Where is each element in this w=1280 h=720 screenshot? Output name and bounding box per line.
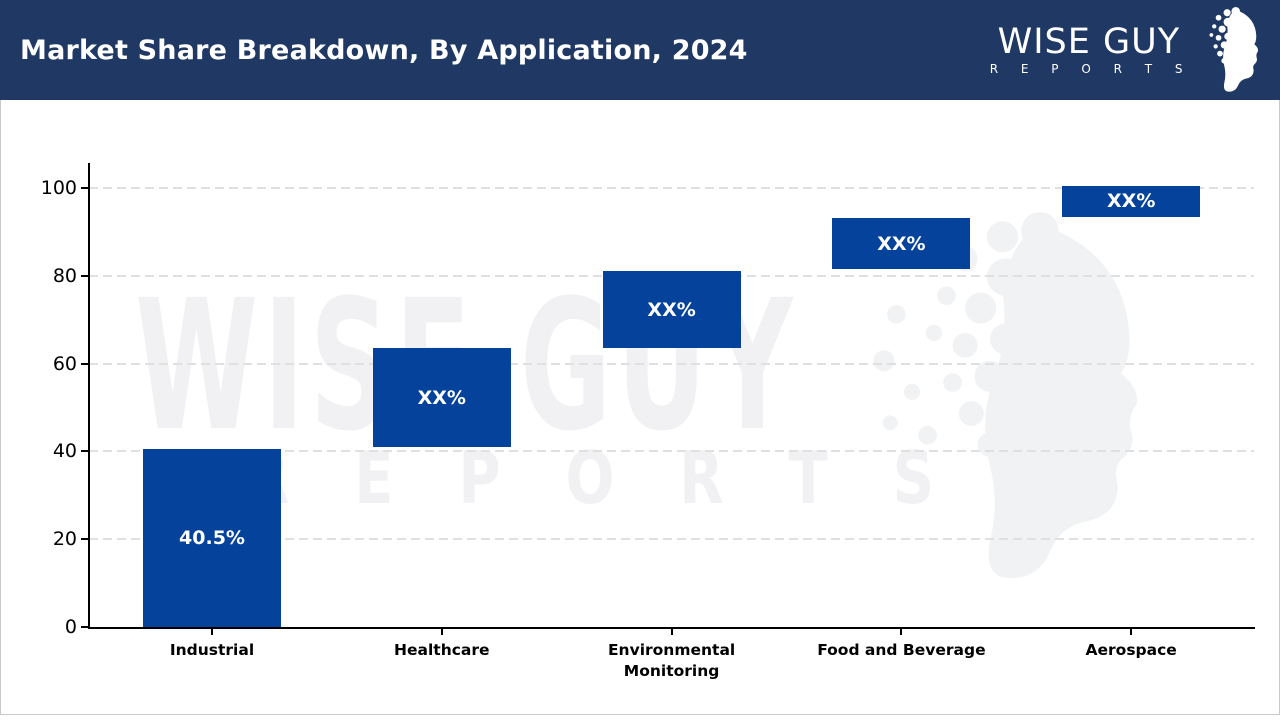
y-tick-label: 40 bbox=[52, 440, 77, 463]
x-axis-line bbox=[88, 627, 1255, 629]
bar-value-label: 40.5% bbox=[179, 527, 245, 550]
y-axis-tick bbox=[81, 362, 88, 365]
y-axis-tick bbox=[81, 187, 88, 189]
bar-value-label: XX% bbox=[1107, 190, 1156, 213]
x-axis-tick bbox=[670, 629, 673, 635]
y-tick-label: 100 bbox=[40, 177, 77, 199]
gridline bbox=[89, 538, 1254, 541]
bar-value-label: XX% bbox=[417, 386, 466, 409]
x-axis-tick bbox=[211, 629, 213, 635]
y-tick-label: 20 bbox=[52, 528, 77, 551]
gridline bbox=[89, 450, 1254, 453]
x-category-label: Industrial bbox=[169, 641, 255, 659]
watermark-subtitle: R E P O R T S bbox=[245, 436, 957, 520]
x-axis-tick bbox=[440, 629, 443, 635]
y-axis-tick bbox=[81, 538, 88, 541]
bar-value-label: XX% bbox=[647, 298, 696, 321]
chart-area: WISE GUY R E P O R T S 0 20 40 60 80 100 40.5%… bbox=[0, 100, 1280, 715]
chart-title: Market Share Breakdown, By Application, … bbox=[20, 34, 748, 66]
y-axis-tick bbox=[81, 450, 88, 453]
bar-aerospace: XX% bbox=[1062, 186, 1201, 217]
gridline bbox=[89, 362, 1254, 365]
bar-environmental-monitoring: XX% bbox=[602, 271, 741, 349]
logo-face-icon bbox=[1209, 7, 1259, 92]
x-axis-tick bbox=[1130, 629, 1133, 635]
y-axis-tick bbox=[81, 626, 88, 628]
x-category-label: Aerospace bbox=[1085, 641, 1177, 659]
logo-subtitle: R E P O R T S bbox=[989, 62, 1192, 76]
x-category-label: Food and Beverage bbox=[817, 641, 986, 659]
y-axis-line bbox=[88, 163, 90, 629]
logo-wordmark: WISE GUY bbox=[997, 22, 1181, 62]
logo-text: WISE GUY R E P O R T S bbox=[986, 24, 1192, 76]
bar-healthcare: XX% bbox=[372, 348, 511, 447]
header: Market Share Breakdown, By Application, … bbox=[0, 0, 1280, 100]
y-tick-label: 60 bbox=[52, 352, 77, 375]
x-category-label: Environmental Monitoring bbox=[607, 641, 736, 680]
bar-industrial: 40.5% bbox=[143, 449, 281, 627]
y-tick-label: 0 bbox=[64, 616, 77, 638]
wise-guy-logo: WISE GUY R E P O R T S bbox=[986, 7, 1266, 93]
watermark-head-icon bbox=[873, 212, 1138, 579]
x-axis-tick bbox=[900, 629, 903, 635]
bar-value-label: XX% bbox=[877, 232, 926, 255]
plot-area: 0 20 40 60 80 100 40.5% Industrial XX% Healthcare… bbox=[1, 100, 1279, 714]
x-category-label: Healthcare bbox=[394, 641, 490, 659]
y-tick-label: 80 bbox=[52, 264, 77, 287]
gridline bbox=[89, 187, 1254, 189]
y-axis-tick bbox=[81, 274, 88, 277]
bar-food-and-beverage: XX% bbox=[832, 217, 971, 270]
